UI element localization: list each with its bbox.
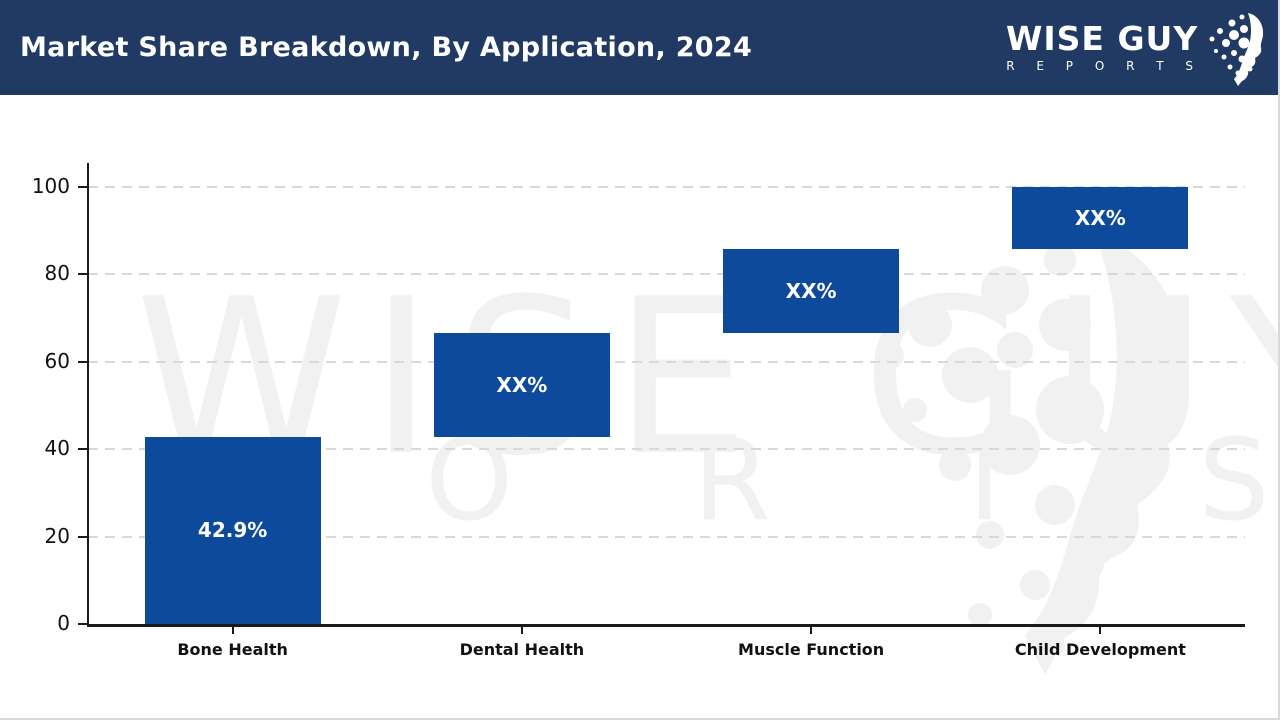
x-tick-3: [1099, 627, 1102, 634]
header-band: Market Share Breakdown, By Application, …: [0, 0, 1278, 95]
x-category-label: Muscle Function: [738, 640, 885, 659]
y-axis-line: [87, 163, 89, 626]
bar-dental-health: XX%: [433, 332, 610, 437]
y-tick-label-0: 0: [57, 611, 70, 635]
gridline-60: [88, 360, 1245, 363]
x-tick-0: [231, 627, 234, 634]
gridline-100: [88, 186, 1245, 188]
y-tick-label-40: 40: [44, 436, 70, 461]
chart-title: Market Share Breakdown, By Application, …: [20, 32, 753, 63]
logo-wordmark: WISE GUY: [1005, 19, 1199, 59]
gridline-20: [88, 535, 1245, 538]
chart-plot-area: WISE GUY P O R T S 0 20 40 60 80 100 42.9% Bone…: [0, 95, 1278, 718]
bar-value-label: XX%: [785, 278, 837, 303]
wise-guy-reports-logo: WISE GUY R E P O R T S: [1002, 9, 1266, 87]
y-tick-label-60: 60: [44, 348, 70, 373]
y-tick-100: [78, 186, 87, 188]
y-tick-0: [78, 623, 87, 625]
x-category-label: Bone Health: [177, 640, 288, 659]
y-tick-60: [78, 360, 87, 363]
x-category-label: Child Development: [1014, 640, 1186, 659]
logo-text: WISE GUY R E P O R T S: [1002, 22, 1202, 73]
x-axis-line: [87, 624, 1245, 627]
y-tick-label-20: 20: [44, 523, 70, 548]
y-tick-label-100: 100: [31, 174, 70, 198]
y-tick-40: [78, 448, 87, 451]
bar-value-label: XX%: [496, 372, 548, 397]
logo-subtitle: R E P O R T S: [1006, 58, 1202, 73]
gridline-80: [88, 273, 1245, 276]
x-category-label: Dental Health: [459, 640, 585, 659]
y-tick-20: [78, 535, 87, 538]
bar-muscle-function: XX%: [723, 249, 900, 333]
y-tick-80: [78, 273, 87, 276]
bar-value-label: 42.9%: [197, 518, 268, 543]
x-tick-1: [520, 627, 523, 634]
gridline-40: [88, 448, 1245, 451]
dotted-face-icon: [1209, 12, 1264, 86]
x-tick-2: [810, 627, 813, 634]
bar-value-label: XX%: [1074, 206, 1126, 231]
bar-child-development: XX%: [1012, 187, 1189, 250]
bar-bone-health: 42.9%: [144, 436, 321, 624]
y-tick-label-80: 80: [44, 261, 70, 286]
